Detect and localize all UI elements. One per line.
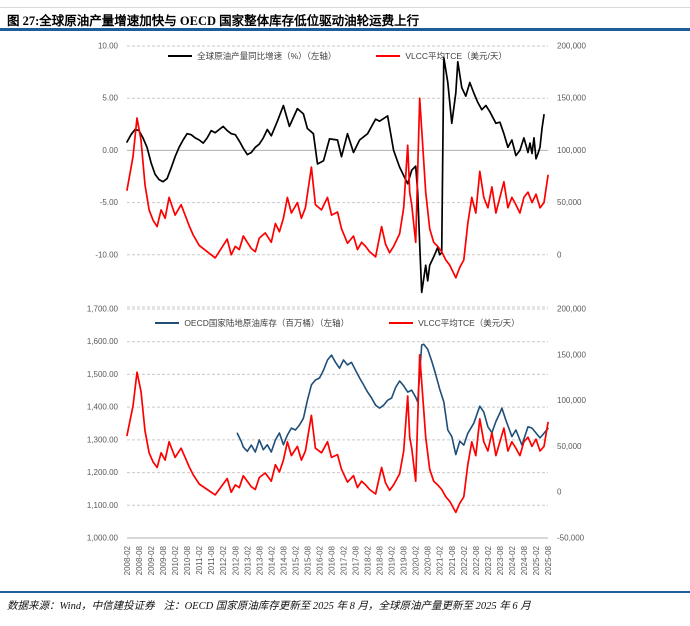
x-axis-tick-label: 2019-08 [400,545,409,575]
x-axis-tick-label: 2024-02 [508,545,517,575]
right-axis-tick-label: 200,000 [557,305,586,314]
x-axis-tick-label: 2021-02 [436,545,445,575]
right-axis-tick-label: 200,000 [557,42,586,51]
x-axis-tick-label: 2017-02 [340,545,349,575]
x-axis-tick-label: 2015-08 [303,545,312,575]
left-axis-tick-label: -5.00 [100,198,119,207]
left-axis-tick-label: -10.00 [95,250,118,259]
x-axis-tick-label: 2012-08 [231,545,240,575]
x-axis-tick-label: 2015-02 [291,545,300,575]
left-axis-tick-label: 1,700.00 [87,305,119,314]
right-axis-tick-label: 50,000 [557,442,582,451]
left-axis-tick-label: 1,400.00 [87,403,119,412]
left-axis-tick-label: 10.00 [98,42,119,51]
x-axis-tick-label: 2021-08 [448,545,457,575]
x-axis-tick-label: 2009-02 [147,545,156,575]
x-axis-tick-label: 2016-08 [327,545,336,575]
x-axis-tick-label: 2009-08 [159,545,168,575]
x-axis-tick-label: 2018-02 [364,545,373,575]
oecd-inventory-line [236,343,549,456]
x-axis-tick-label: 2011-02 [195,545,204,574]
left-axis-tick-label: 1,300.00 [87,435,119,444]
right-axis-tick-label: -50,000 [557,534,585,543]
x-axis-tick-label: 2018-08 [376,545,385,575]
x-axis-tick-label: 2020-08 [424,545,433,575]
left-axis-tick-label: 1,100.00 [87,501,119,510]
x-axis-tick-label: 2023-08 [496,545,505,575]
x-axis-tick-label: 2017-08 [352,545,361,575]
x-axis-tick-label: 2019-02 [388,545,397,575]
figure-footnote: 数据来源：Wind，中信建投证券 注：OECD 国家原油库存更新至 2025 年 … [7,598,683,613]
footer-divider [0,591,690,593]
production-yoy-line [126,56,545,294]
left-axis-tick-label: 1,500.00 [87,370,119,379]
right-axis-tick-label: 150,000 [557,350,586,359]
left-axis-tick-label: 5.00 [102,94,118,103]
x-axis-tick-label: 2023-02 [484,545,493,575]
right-axis-tick-label: 50,000 [557,198,582,207]
x-axis-tick-label: 2020-02 [412,545,421,575]
x-axis-tick-label: 2008-02 [123,545,132,575]
x-axis-tick-label: 2011-08 [207,545,216,574]
figure-title: 图 27:全球原油产量增速加快与 OECD 国家整体库存低位驱动油轮运费上行 [7,14,420,28]
data-source-text: 数据来源：Wind，中信建投证券 [7,601,155,612]
right-axis-tick-label: 0 [557,250,562,259]
x-axis-tick-label: 2010-02 [171,545,180,575]
left-axis-tick-label: 1,200.00 [87,468,119,477]
left-axis-tick-label: 0.00 [102,146,118,155]
x-axis-tick-label: 2022-08 [472,545,481,575]
top-divider [0,7,690,8]
x-axis-tick-label: 2024-08 [520,545,529,575]
x-axis-tick-label: 2016-02 [315,545,324,575]
x-axis-tick-label: 2012-02 [219,545,228,575]
x-axis-tick-label: 2013-02 [243,545,252,575]
right-axis-tick-label: 100,000 [557,146,586,155]
vlcc-tce-line-2 [126,353,549,514]
title-underline [0,28,690,31]
update-note-text: 注：OECD 国家原油库存更新至 2025 年 8 月，全球原油产量更新至 20… [163,601,531,612]
x-axis-tick-label: 2013-08 [255,545,264,575]
right-axis-tick-label: 100,000 [557,396,586,405]
x-axis-tick-label: 2025-02 [532,545,541,575]
left-axis-tick-label: 1,000.00 [87,534,119,543]
right-axis-tick-label: 150,000 [557,94,586,103]
x-axis-tick-label: 2022-02 [460,545,469,575]
x-axis-tick-label: 2025-08 [544,545,553,575]
x-axis-tick-label: 2014-08 [279,545,288,575]
x-axis-tick-label: 2010-08 [183,545,192,575]
left-axis-tick-label: 1,600.00 [87,337,119,346]
x-axis-tick-label: 2008-08 [135,545,144,575]
x-axis-tick-label: 2014-02 [267,545,276,575]
right-axis-tick-label: 0 [557,488,562,497]
vlcc-tce-line [126,97,549,279]
